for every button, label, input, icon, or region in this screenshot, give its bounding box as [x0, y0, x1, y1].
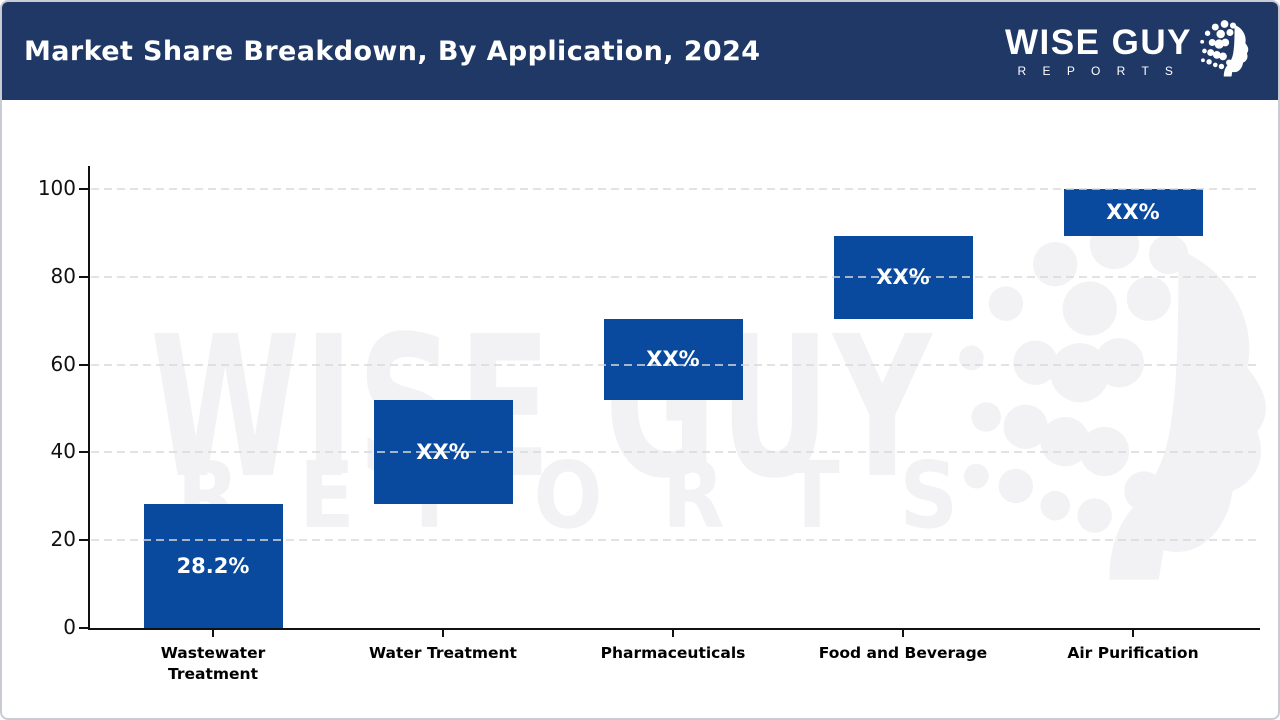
y-tick-mark	[79, 627, 88, 629]
x-tick-label-food-and-beverage: Food and Beverage	[818, 644, 988, 662]
y-tick-label: 80	[50, 263, 76, 288]
x-tick-label-air-purification: Air Purification	[1067, 644, 1199, 662]
y-axis-line	[88, 166, 91, 630]
gridline-80	[91, 275, 1256, 278]
watermark-head-icon	[959, 219, 1266, 580]
y-tick-mark	[79, 188, 88, 190]
gridline-40	[91, 451, 1256, 454]
header-bar: Market Share Breakdown, By Application, …	[2, 2, 1278, 100]
bar-value-label-air-purification: XX%	[1106, 200, 1160, 225]
bar-air-purification	[1063, 189, 1203, 236]
page-title: Market Share Breakdown, By Application, …	[24, 35, 761, 67]
bar-value-label-pharmaceuticals: XX%	[646, 347, 700, 372]
x-tick-mark	[902, 630, 904, 638]
y-tick-mark	[79, 539, 88, 542]
gridline-20	[91, 539, 1256, 542]
bar-pharmaceuticals	[603, 318, 743, 400]
logo-name: WISE GUY	[1004, 22, 1192, 62]
logo-text: WISE GUY R E P O R T S	[1005, 25, 1192, 78]
bar-value-label-wastewater-treatment: 28.2%	[176, 554, 250, 579]
wiseguy-head-icon	[1200, 20, 1249, 77]
bar-wastewater-treatment	[143, 504, 283, 628]
y-tick-label: 60	[50, 351, 76, 376]
gridline-60	[91, 363, 1256, 366]
y-tick-label: 0	[63, 615, 76, 639]
logo-tagline: R E P O R T S	[1017, 63, 1180, 78]
x-tick-mark	[442, 630, 444, 638]
y-tick-mark	[79, 275, 88, 278]
y-tick-label: 20	[50, 527, 76, 552]
y-tick-mark	[79, 451, 88, 454]
gridline-100	[91, 188, 1256, 190]
x-axis-line	[88, 628, 1260, 631]
bar-value-label-food-and-beverage: XX%	[876, 265, 930, 290]
bar-value-label-water-treatment: XX%	[416, 439, 470, 464]
x-tick-mark	[212, 630, 214, 638]
y-tick-label: 40	[50, 439, 76, 464]
watermark-text-line1: WISE GUY	[150, 294, 935, 521]
y-tick-label: 100	[37, 176, 76, 200]
wiseguy-logo: WISE GUY R E P O R T S	[1005, 19, 1250, 83]
x-tick-mark	[672, 630, 674, 638]
x-tick-label-pharmaceuticals: Pharmaceuticals	[600, 644, 746, 662]
x-tick-label-water-treatment: Water Treatment	[369, 644, 517, 662]
watermark-text-line2: R E P O R T S	[177, 442, 974, 549]
y-tick-mark	[79, 363, 88, 366]
x-tick-mark	[1132, 630, 1134, 638]
x-tick-label-wastewater-treatment: Wastewater Treatment	[160, 644, 266, 683]
